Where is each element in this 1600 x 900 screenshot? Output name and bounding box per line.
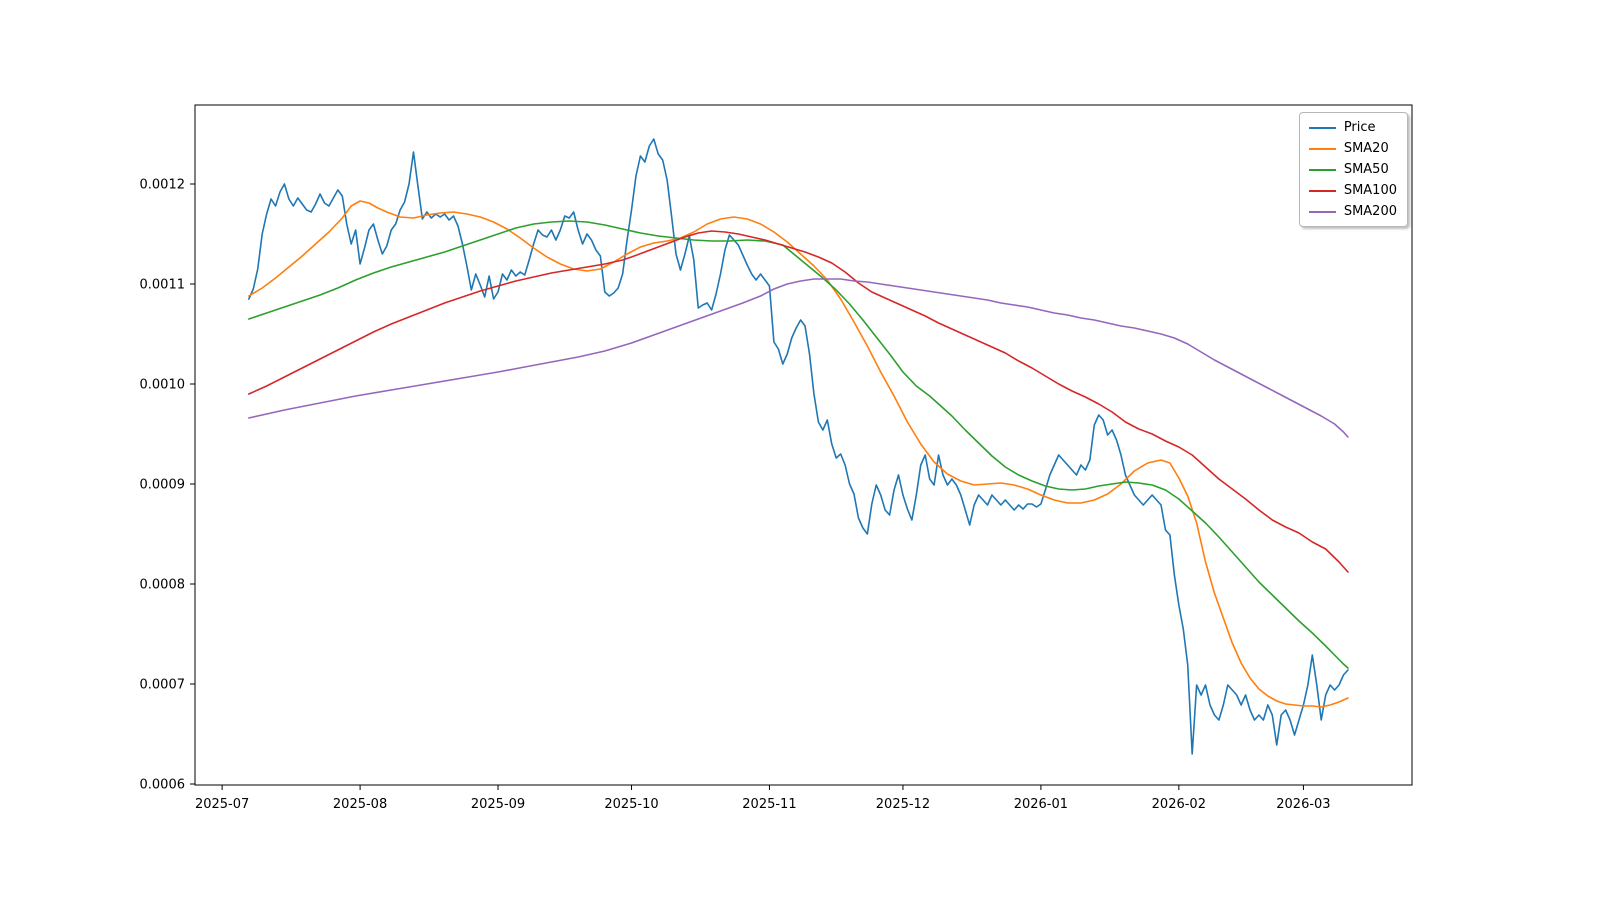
sma200-line-sample-icon — [1308, 210, 1336, 213]
y-tick-label: 0.0010 — [140, 378, 186, 393]
legend-item-sma20: SMA20 — [1308, 140, 1397, 157]
y-tick-label: 0.0008 — [140, 578, 186, 593]
x-tick-label: 2025-12 — [876, 797, 930, 812]
series-line-sma100 — [248, 230, 1349, 573]
x-tick-label: 2025-08 — [333, 797, 387, 812]
x-tick-label: 2025-09 — [471, 797, 525, 812]
y-tick-label: 0.0006 — [140, 778, 186, 793]
legend-label-sma20: SMA20 — [1343, 141, 1389, 156]
legend-label-price: Price — [1343, 120, 1376, 135]
x-tick-label: 2025-11 — [742, 797, 796, 812]
legend: Price SMA20 SMA50 SMA100 SMA200 — [1298, 112, 1408, 227]
legend-item-sma100: SMA100 — [1308, 182, 1397, 199]
legend-label-sma100: SMA100 — [1343, 183, 1397, 198]
legend-item-sma200: SMA200 — [1308, 203, 1397, 220]
y-tick-label: 0.0009 — [140, 478, 186, 493]
y-tick-label: 0.0007 — [140, 678, 186, 693]
series-line-sma20 — [248, 200, 1349, 708]
x-tick-label: 2026-02 — [1152, 797, 1206, 812]
sma100-line-sample-icon — [1308, 189, 1336, 192]
y-tick-label: 0.0011 — [140, 278, 186, 293]
price-line-sample-icon — [1308, 126, 1336, 129]
plot-frame — [194, 104, 1413, 786]
x-tick-label: 2026-01 — [1014, 797, 1068, 812]
legend-item-price: Price — [1308, 119, 1397, 136]
series-line-sma50 — [248, 220, 1349, 669]
legend-item-sma50: SMA50 — [1308, 161, 1397, 178]
series-line-price — [248, 138, 1349, 755]
legend-label-sma50: SMA50 — [1343, 162, 1389, 177]
series-line-sma200 — [248, 278, 1349, 438]
y-tick-label: 0.0012 — [140, 178, 186, 193]
x-tick-label: 2026-03 — [1276, 797, 1330, 812]
legend-label-sma200: SMA200 — [1343, 204, 1397, 219]
x-tick-label: 2025-10 — [604, 797, 658, 812]
x-tick-label: 2025-07 — [195, 797, 249, 812]
sma20-line-sample-icon — [1308, 147, 1336, 150]
sma50-line-sample-icon — [1308, 168, 1336, 171]
